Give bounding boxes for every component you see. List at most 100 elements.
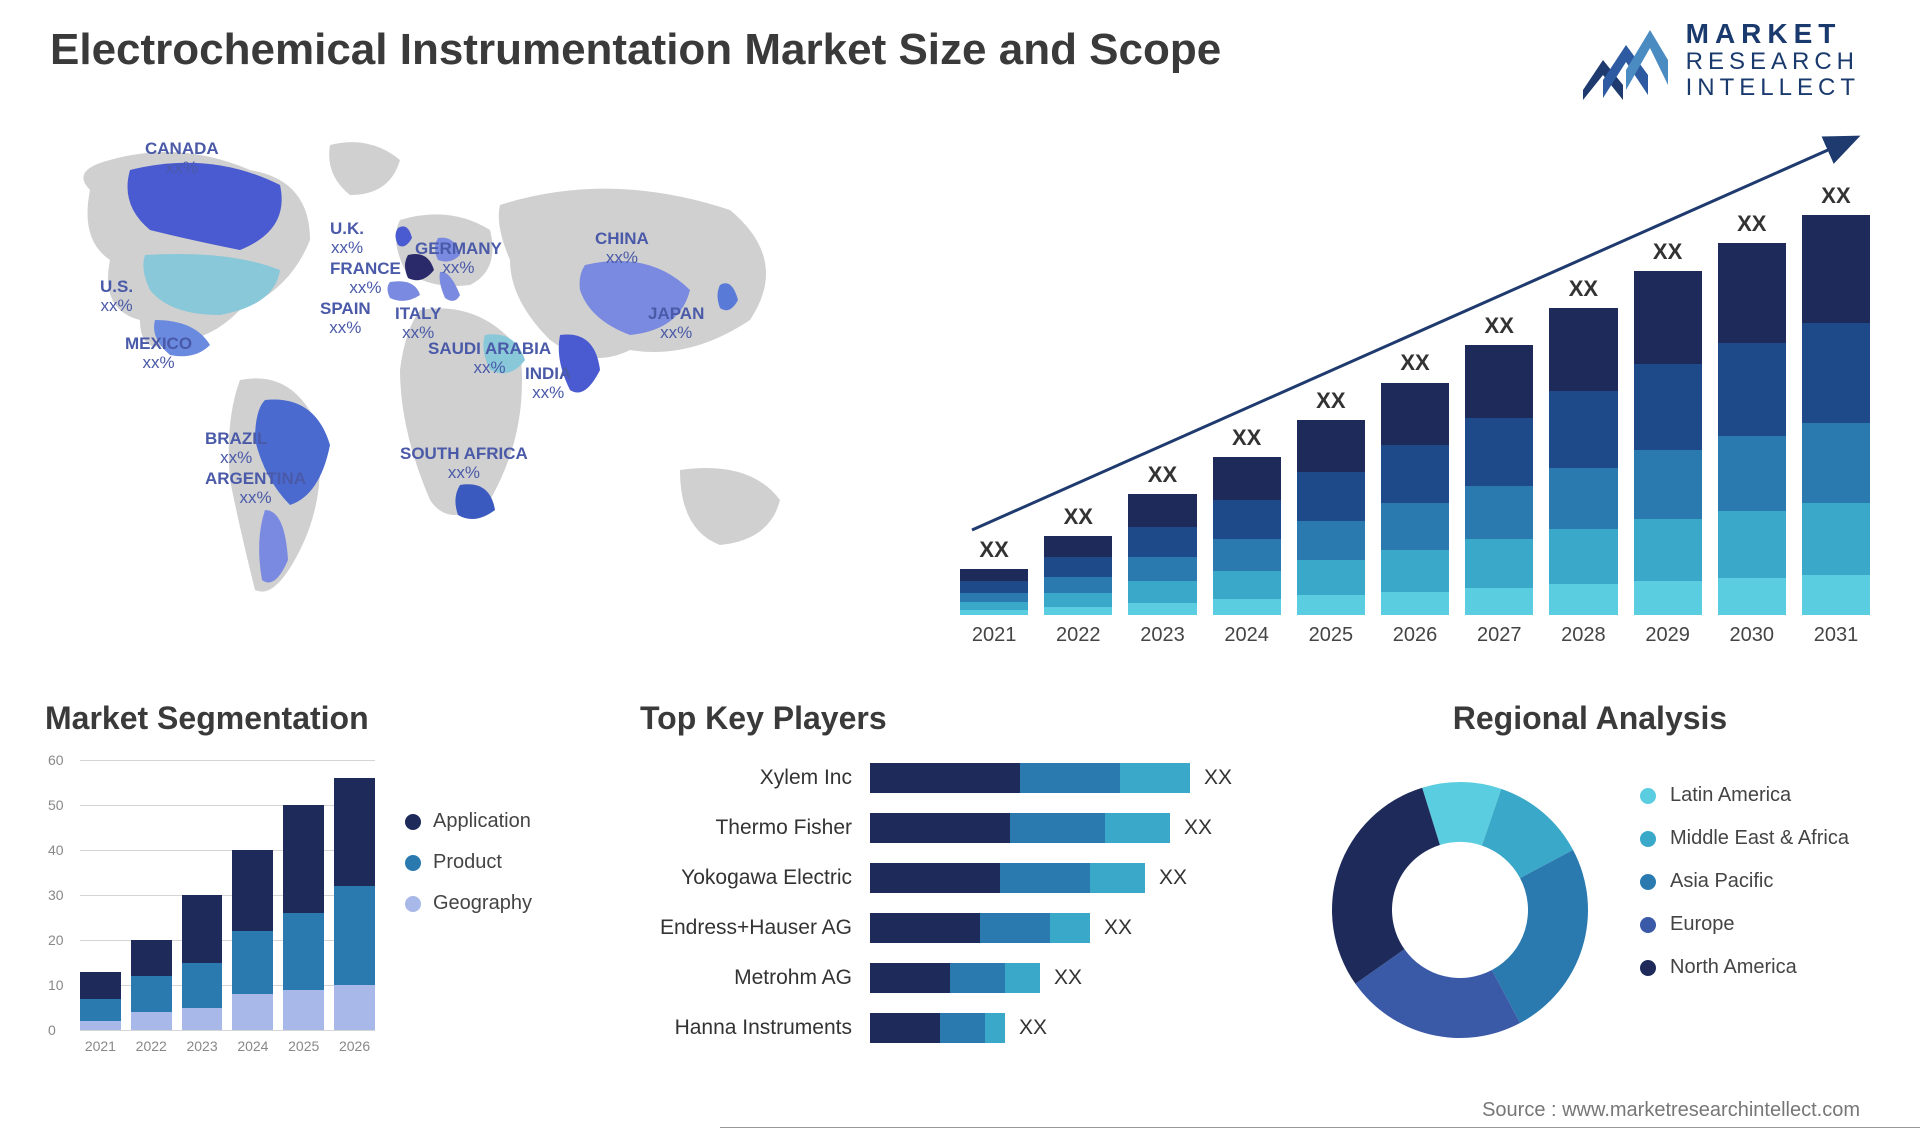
- x-label: 2021: [80, 1038, 121, 1054]
- legend-item: Geography: [405, 892, 532, 915]
- segmentation-chart: 0102030405060 202120222023202420252026: [45, 760, 375, 1070]
- year-value: XX: [1381, 350, 1449, 376]
- player-value: XX: [1204, 766, 1232, 790]
- player-name: Endress+Hauser AG: [640, 916, 870, 940]
- brand-logo: MARKET RESEARCH INTELLECT: [1578, 20, 1860, 100]
- year-bar: 2022XX: [1044, 536, 1112, 615]
- year-value: XX: [1634, 239, 1702, 265]
- key-player-row: Metrohm AG XX: [640, 960, 1260, 996]
- legend-item: Europe: [1640, 913, 1849, 936]
- country-label: U.S.xx%: [100, 278, 133, 315]
- regional-donut-chart: [1320, 770, 1600, 1050]
- segment-bar: 2023: [182, 895, 223, 1030]
- country-label: SOUTH AFRICAxx%: [400, 445, 528, 482]
- year-value: XX: [1549, 276, 1617, 302]
- country-label: GERMANYxx%: [415, 240, 502, 277]
- year-value: XX: [1044, 504, 1112, 530]
- legend-item: Middle East & Africa: [1640, 827, 1849, 850]
- year-value: XX: [1802, 183, 1870, 209]
- segment-bar: 2024: [232, 850, 273, 1030]
- segment-bar: 2026: [334, 778, 375, 1030]
- year-label: 2022: [1044, 624, 1112, 647]
- world-map: [30, 110, 930, 670]
- x-label: 2025: [283, 1038, 324, 1054]
- country-label: CHINAxx%: [595, 230, 649, 267]
- legend-item: Application: [405, 810, 532, 833]
- key-player-row: Thermo Fisher XX: [640, 810, 1260, 846]
- x-label: 2022: [131, 1038, 172, 1054]
- player-value: XX: [1019, 1016, 1047, 1040]
- segmentation-legend: Application Product Geography: [405, 810, 532, 933]
- y-tick: 50: [48, 797, 64, 813]
- country-label: FRANCExx%: [330, 260, 401, 297]
- player-name: Xylem Inc: [640, 766, 870, 790]
- key-player-row: Hanna Instruments XX: [640, 1010, 1260, 1046]
- logo-line-2: RESEARCH: [1686, 50, 1860, 74]
- legend-item: Product: [405, 851, 532, 874]
- segment-bar: 2025: [283, 805, 324, 1030]
- y-tick: 60: [48, 752, 64, 768]
- year-bar: 2021XX: [960, 569, 1028, 616]
- legend-item: Asia Pacific: [1640, 870, 1849, 893]
- y-tick: 30: [48, 887, 64, 903]
- year-bar: 2025XX: [1297, 420, 1365, 615]
- country-label: CANADAxx%: [145, 140, 219, 177]
- source-label: Source : www.marketresearchintellect.com: [1482, 1099, 1860, 1122]
- year-bar: 2026XX: [1381, 382, 1449, 615]
- year-label: 2024: [1213, 624, 1281, 647]
- player-name: Hanna Instruments: [640, 1016, 870, 1040]
- year-label: 2030: [1718, 624, 1786, 647]
- y-tick: 40: [48, 842, 64, 858]
- legend-item: Latin America: [1640, 784, 1849, 807]
- player-value: XX: [1159, 866, 1187, 890]
- page-title: Electrochemical Instrumentation Market S…: [50, 25, 1221, 75]
- player-value: XX: [1104, 916, 1132, 940]
- year-value: XX: [1128, 462, 1196, 488]
- country-label: JAPANxx%: [648, 305, 704, 342]
- y-tick: 0: [48, 1022, 56, 1038]
- y-tick: 10: [48, 977, 64, 993]
- year-value: XX: [1465, 313, 1533, 339]
- regional-title: Regional Analysis: [1300, 700, 1880, 737]
- source-divider: [720, 1127, 1920, 1128]
- segmentation-panel: Market Segmentation 0102030405060 202120…: [45, 700, 565, 1090]
- year-bar: 2029XX: [1634, 271, 1702, 615]
- player-name: Yokogawa Electric: [640, 866, 870, 890]
- x-label: 2026: [334, 1038, 375, 1054]
- legend-item: North America: [1640, 956, 1849, 979]
- country-label: ITALYxx%: [395, 305, 441, 342]
- year-value: XX: [960, 537, 1028, 563]
- x-label: 2023: [182, 1038, 223, 1054]
- player-name: Metrohm AG: [640, 966, 870, 990]
- market-size-chart: 2021XX2022XX2023XX2024XX2025XX2026XX2027…: [960, 130, 1870, 650]
- year-bar: 2028XX: [1549, 308, 1617, 615]
- regional-legend: Latin America Middle East & Africa Asia Pa…: [1640, 784, 1849, 999]
- player-name: Thermo Fisher: [640, 816, 870, 840]
- country-label: ARGENTINAxx%: [205, 470, 306, 507]
- player-value: XX: [1184, 816, 1212, 840]
- country-label: MEXICOxx%: [125, 335, 192, 372]
- year-label: 2023: [1128, 624, 1196, 647]
- year-label: 2026: [1381, 624, 1449, 647]
- segmentation-title: Market Segmentation: [45, 700, 565, 737]
- year-bar: 2030XX: [1718, 243, 1786, 615]
- year-value: XX: [1297, 388, 1365, 414]
- segment-bar: 2021: [80, 972, 121, 1031]
- logo-line-1: MARKET: [1686, 20, 1860, 48]
- key-player-row: Xylem Inc XX: [640, 760, 1260, 796]
- logo-line-3: INTELLECT: [1686, 76, 1860, 100]
- year-label: 2031: [1802, 624, 1870, 647]
- world-map-panel: CANADAxx%U.S.xx%MEXICOxx%BRAZILxx%ARGENT…: [30, 110, 930, 670]
- segment-bar: 2022: [131, 940, 172, 1030]
- year-bar: 2031XX: [1802, 215, 1870, 615]
- year-bar: 2023XX: [1128, 494, 1196, 615]
- country-label: INDIAxx%: [525, 365, 571, 402]
- year-label: 2025: [1297, 624, 1365, 647]
- country-label: U.K.xx%: [330, 220, 364, 257]
- year-bar: 2027XX: [1465, 345, 1533, 615]
- player-value: XX: [1054, 966, 1082, 990]
- key-player-row: Yokogawa Electric XX: [640, 860, 1260, 896]
- key-players-title: Top Key Players: [640, 700, 1260, 737]
- logo-bars-icon: [1578, 20, 1668, 100]
- year-value: XX: [1213, 425, 1281, 451]
